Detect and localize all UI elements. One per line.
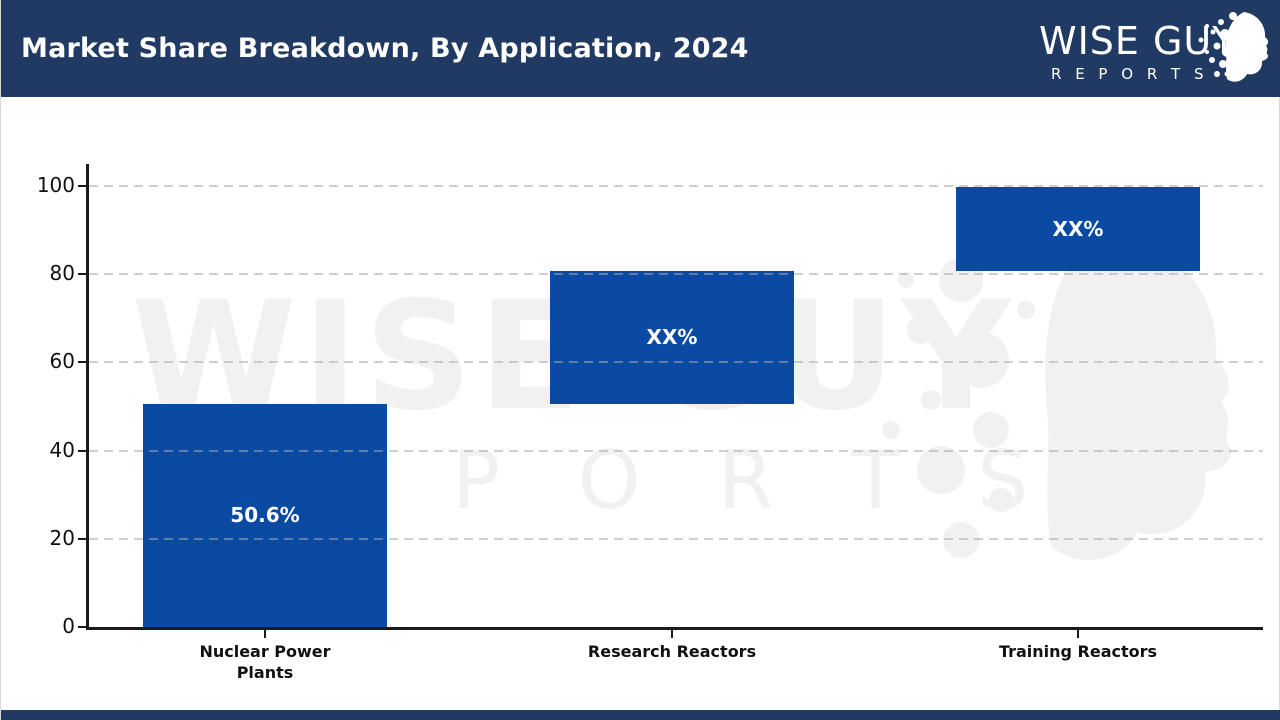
bar-value-label: XX% [1052,216,1104,241]
logo-face-icon [1198,12,1269,82]
gridline-y100 [89,185,1263,187]
plot-area: WISE GUY R E P O R T S 0 20 40 60 80 100 50.6%… [1,97,1280,710]
y-axis-line [86,164,89,630]
x-tickmark [671,630,673,638]
x-tickmark [1077,630,1079,638]
y-tickmark [78,449,86,452]
wiseguy-logo: WISE GUY R E P O R T S [1039,12,1269,83]
header: Market Share Breakdown, By Application, … [1,0,1280,97]
gridline-y60 [89,361,1263,364]
x-axis-line [86,627,1263,630]
y-tick-label: 60 [49,349,75,374]
y-tick-label: 20 [49,525,75,550]
logo-subtitle: R E P O R T S [1051,65,1208,83]
gridline-y40 [89,449,1263,452]
footer-bar [1,710,1280,720]
page-title: Market Share Breakdown, By Application, … [21,33,749,64]
y-tickmark [78,537,86,540]
watermark-face-icon [882,238,1232,560]
bar-value-label: XX% [646,325,698,350]
x-category-label: Research Reactors [587,642,757,661]
gridline-y80 [89,273,1263,276]
x-category-label: Nuclear Power Plants [199,642,331,682]
gridline-y20 [89,537,1263,540]
bar-value-label: 50.6% [230,503,300,528]
y-tickmark [78,361,86,364]
x-category-label: Training Reactors [998,642,1158,661]
y-tickmark [78,273,86,276]
y-tick-label: 40 [49,437,75,462]
bar-1 [143,403,387,627]
bar-2 [550,271,794,404]
y-tick-label: 80 [49,261,75,286]
y-tick-label: 100 [36,173,75,197]
y-tick-label: 0 [62,614,75,638]
x-tickmark [264,630,266,638]
y-tickmark [78,185,86,187]
y-tickmark [78,626,86,628]
